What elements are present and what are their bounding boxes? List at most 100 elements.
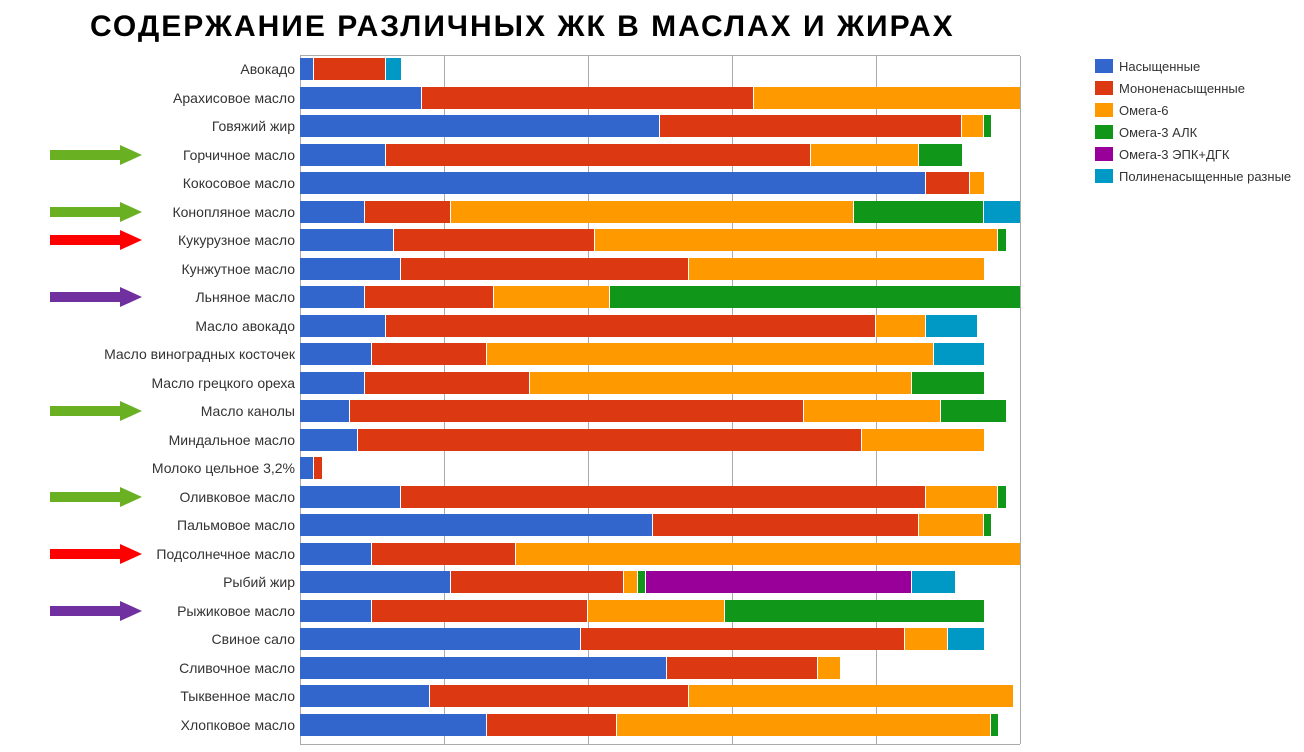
- bar: [300, 571, 1020, 593]
- legend-label: Омега-3 ЭПК+ДГК: [1119, 147, 1229, 162]
- bar-segment-om6: [919, 514, 984, 536]
- bar: [300, 115, 1020, 137]
- chart-row: Арахисовое масло: [0, 84, 1020, 113]
- legend-swatch: [1095, 81, 1113, 95]
- row-label: Сливочное масло: [0, 660, 295, 676]
- bar: [300, 315, 1020, 337]
- bar-segment-mono: [372, 543, 516, 565]
- arrow-head-icon: [120, 544, 142, 564]
- chart-row: Авокадо: [0, 55, 1020, 84]
- bar: [300, 144, 1020, 166]
- chart-row: Молоко цельное 3,2%: [0, 454, 1020, 483]
- bar-segment-om3a: [998, 229, 1005, 251]
- arrow-shaft: [50, 235, 122, 245]
- bar: [300, 258, 1020, 280]
- legend-item: Мононенасыщенные: [1095, 77, 1300, 99]
- bar-segment-om3a: [638, 571, 645, 593]
- bar-segment-om3a: [610, 286, 1020, 308]
- arrow-head-icon: [120, 230, 142, 250]
- bar-segment-pufa: [386, 58, 400, 80]
- legend-swatch: [1095, 59, 1113, 73]
- chart-row: Тыквенное масло: [0, 682, 1020, 711]
- legend: НасыщенныеМононенасыщенныеОмега-6Омега-3…: [1095, 55, 1300, 187]
- row-label: Льняное масло: [0, 289, 295, 305]
- highlight-arrow: [50, 545, 140, 563]
- bar-segment-om6: [451, 201, 854, 223]
- bar-segment-om6: [811, 144, 919, 166]
- arrow-head-icon: [120, 401, 142, 421]
- bar-segment-sat: [300, 543, 372, 565]
- bar-segment-mono: [358, 429, 862, 451]
- bar-segment-om6: [624, 571, 638, 593]
- chart-row: Говяжий жир: [0, 112, 1020, 141]
- row-label: Оливковое масло: [0, 489, 295, 505]
- row-label: Рыбий жир: [0, 574, 295, 590]
- bar-segment-om6: [876, 315, 926, 337]
- chart-row: Льняное масло: [0, 283, 1020, 312]
- chart-row: Подсолнечное масло: [0, 540, 1020, 569]
- row-label: Говяжий жир: [0, 118, 295, 134]
- bar-segment-om6: [595, 229, 998, 251]
- chart-row: Миндальное масло: [0, 426, 1020, 455]
- bar-segment-sat: [300, 628, 581, 650]
- bar-segment-mono: [365, 372, 531, 394]
- bar: [300, 714, 1020, 736]
- bar-segment-mono: [386, 144, 811, 166]
- chart-row: Масло грецкого ореха: [0, 369, 1020, 398]
- bar-segment-om3a: [725, 600, 984, 622]
- arrow-head-icon: [120, 487, 142, 507]
- bar-segment-sat: [300, 685, 430, 707]
- arrow-head-icon: [120, 287, 142, 307]
- bar-segment-mono: [581, 628, 905, 650]
- arrow-shaft: [50, 492, 122, 502]
- chart-row: Масло канолы: [0, 397, 1020, 426]
- bar-segment-sat: [300, 172, 926, 194]
- highlight-arrow: [50, 602, 140, 620]
- bar-segment-om3a: [919, 144, 962, 166]
- bar-segment-mono: [401, 258, 689, 280]
- row-label: Тыквенное масло: [0, 688, 295, 704]
- bar-segment-om6: [862, 429, 984, 451]
- row-label: Авокадо: [0, 61, 295, 77]
- bar: [300, 486, 1020, 508]
- bar-segment-pufa: [926, 315, 976, 337]
- bar: [300, 201, 1020, 223]
- bar-segment-sat: [300, 315, 386, 337]
- arrow-shaft: [50, 150, 122, 160]
- highlight-arrow: [50, 488, 140, 506]
- legend-swatch: [1095, 103, 1113, 117]
- row-label: Арахисовое масло: [0, 90, 295, 106]
- bar-segment-om6: [905, 628, 948, 650]
- legend-item: Омега-3 АЛК: [1095, 121, 1300, 143]
- bar: [300, 514, 1020, 536]
- legend-swatch: [1095, 169, 1113, 183]
- bar: [300, 229, 1020, 251]
- row-label: Миндальное масло: [0, 432, 295, 448]
- row-label: Свиное сало: [0, 631, 295, 647]
- chart-title: СОДЕРЖАНИЕ РАЗЛИЧНЫХ ЖК В МАСЛАХ И ЖИРАХ: [90, 10, 955, 44]
- bar-segment-om3a: [854, 201, 984, 223]
- row-label: Кукурузное масло: [0, 232, 295, 248]
- gridline: [1020, 56, 1021, 744]
- bar-segment-om6: [804, 400, 941, 422]
- bar: [300, 685, 1020, 707]
- bar-segment-sat: [300, 429, 358, 451]
- bar-segment-sat: [300, 115, 660, 137]
- bar-segment-om6: [689, 258, 984, 280]
- chart-row: Оливковое масло: [0, 483, 1020, 512]
- bar-segment-sat: [300, 514, 653, 536]
- row-label: Масло авокадо: [0, 318, 295, 334]
- row-label: Пальмовое масло: [0, 517, 295, 533]
- bar-segment-mono: [386, 315, 876, 337]
- bar-segment-pufa: [912, 571, 955, 593]
- bar: [300, 600, 1020, 622]
- arrow-head-icon: [120, 145, 142, 165]
- bar: [300, 286, 1020, 308]
- bar: [300, 343, 1020, 365]
- bar-segment-om3a: [912, 372, 984, 394]
- bar: [300, 657, 1020, 679]
- bar-segment-om3a: [998, 486, 1005, 508]
- legend-swatch: [1095, 147, 1113, 161]
- bar-segment-sat: [300, 343, 372, 365]
- bar-segment-mono: [660, 115, 962, 137]
